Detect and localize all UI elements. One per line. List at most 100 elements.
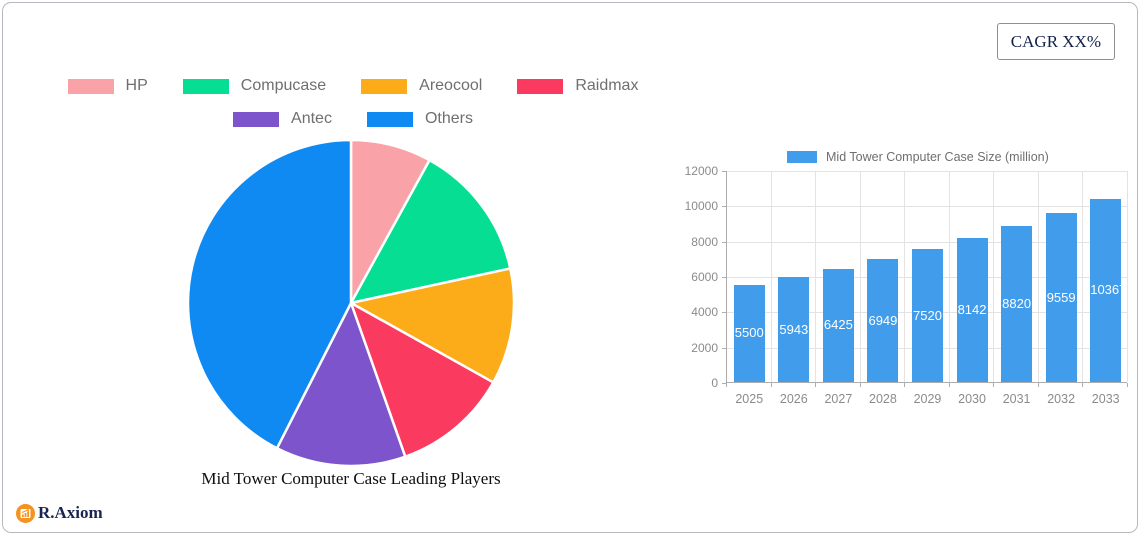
x-axis-label: 2027 — [824, 392, 853, 406]
pie-legend: HP Compucase Areocool Raidmax Antec Others — [33, 77, 673, 128]
bar-value-label: 7520 — [913, 307, 942, 323]
y-axis-label: 12000 — [684, 164, 718, 178]
legend-swatch — [67, 78, 114, 94]
bar-value-label: 8820 — [1002, 296, 1032, 312]
bar-2032[interactable]: 9559 — [1045, 213, 1077, 382]
pie-slice-others[interactable] — [186, 138, 353, 450]
legend-item-others[interactable]: Others — [366, 110, 473, 128]
bar-legend-item[interactable]: Mid Tower Computer Case Size (million) — [787, 150, 1049, 164]
legend-swatch — [517, 78, 564, 94]
x-axis-tick — [993, 383, 995, 387]
y-axis-label: 4000 — [691, 305, 718, 320]
y-axis-tick — [722, 277, 726, 278]
legend-swatch — [233, 111, 280, 127]
gridline-vertical — [1127, 171, 1128, 382]
x-axis-label: 2029 — [913, 392, 942, 406]
brand-logo-text: R.Axiom — [38, 503, 103, 522]
bar-2026[interactable]: 5943 — [778, 277, 810, 382]
x-axis-label: 2033 — [1091, 392, 1120, 406]
pie-chart-title: Mid Tower Computer Case Leading Players — [201, 469, 501, 488]
x-axis-label: 2032 — [1047, 392, 1076, 406]
pie-slice-compucase[interactable] — [349, 158, 512, 305]
bar-value-label: 5500 — [734, 325, 764, 341]
x-axis-tick — [726, 383, 727, 387]
legend-item-antec[interactable]: Antec — [233, 110, 332, 128]
gridline-horizontal — [727, 171, 1127, 172]
legend-label: HP — [125, 77, 148, 94]
gridline-vertical — [1082, 171, 1084, 382]
bar-value-label: 6425 — [823, 317, 853, 333]
bar-legend-swatch — [787, 151, 817, 163]
y-axis-label: 10000 — [684, 199, 718, 214]
pie-legend-row: Antec Others — [233, 110, 473, 128]
x-axis-label: 2028 — [869, 392, 897, 406]
bar-value-label: 6949 — [868, 312, 898, 328]
legend-item-areocool[interactable]: Areocool — [361, 77, 482, 95]
y-axis-tick — [722, 241, 726, 243]
gridline-vertical — [993, 171, 995, 382]
x-axis-tick — [948, 383, 950, 387]
y-axis-tick — [722, 383, 726, 384]
gridline-vertical — [1037, 171, 1039, 382]
x-axis-tick — [770, 383, 772, 387]
gridline-vertical — [815, 171, 817, 382]
gridline-horizontal — [727, 241, 1127, 243]
pie-legend-row: HP Compucase Areocool Raidmax — [67, 77, 638, 95]
x-axis-tick — [904, 383, 906, 387]
legend-swatch — [361, 78, 408, 94]
x-axis-tick — [1127, 383, 1128, 387]
bar-2033[interactable]: 10367 — [1090, 198, 1126, 382]
legend-label: Areocool — [419, 77, 483, 94]
pie-slice-raidmax[interactable] — [349, 301, 495, 458]
bar-2027[interactable]: 6425 — [822, 268, 854, 382]
y-axis-tick — [722, 347, 726, 349]
gridline-horizontal — [727, 206, 1127, 208]
bar-value-label: 5943 — [779, 321, 809, 337]
x-axis-label: 2025 — [735, 392, 764, 406]
legend-swatch — [366, 111, 413, 127]
cagr-badge: CAGR XX% — [996, 23, 1115, 60]
brand-logo[interactable]: R.Axiom — [16, 503, 103, 523]
bar-value-label: 9559 — [1046, 289, 1076, 305]
legend-item-raidmax[interactable]: Raidmax — [517, 77, 638, 95]
x-axis-label: 2026 — [779, 392, 808, 406]
y-axis-label: 0 — [711, 376, 718, 390]
y-axis-tick — [722, 312, 726, 314]
x-axis-label: 2030 — [958, 392, 986, 406]
pie-slice-areocool[interactable] — [349, 267, 516, 384]
x-axis-tick — [815, 383, 817, 387]
bar-legend-label: Mid Tower Computer Case Size (million) — [826, 150, 1049, 164]
y-axis-tick — [722, 171, 726, 172]
y-axis-label: 6000 — [691, 270, 718, 284]
y-axis-tick — [722, 206, 726, 208]
chart-logo-icon — [16, 503, 35, 523]
legend-swatch — [182, 78, 229, 94]
gridline-vertical — [904, 171, 906, 382]
x-axis-label: 2031 — [1002, 392, 1031, 406]
bar-2031[interactable]: 8820 — [1001, 226, 1033, 382]
x-axis-tick — [1037, 383, 1039, 387]
bar-2029[interactable]: 7520 — [912, 249, 943, 382]
legend-label: Others — [424, 110, 473, 127]
x-axis-tick — [1082, 383, 1084, 387]
pie-chart — [186, 138, 516, 468]
x-axis-tick — [859, 383, 861, 387]
legend-item-hp[interactable]: HP — [67, 77, 148, 95]
legend-item-compucase[interactable]: Compucase — [182, 77, 327, 95]
bar-2030[interactable]: 8142 — [956, 238, 988, 382]
pie-slice-antec[interactable] — [275, 301, 407, 468]
bar-chart: Mid Tower Computer Case Size (million) 0… — [663, 146, 1140, 426]
legend-label: Raidmax — [575, 77, 639, 94]
gridline-vertical — [948, 171, 950, 382]
bar-2028[interactable]: 6949 — [867, 259, 899, 382]
legend-label: Compucase — [240, 77, 327, 94]
bar-plot-area: 0 2000 4000 6000 8000 10000 12000 5500 2025 5943 2… — [685, 164, 1128, 406]
bar-value-label: 8142 — [957, 302, 987, 318]
gridline-vertical — [770, 171, 772, 382]
gridline-vertical — [859, 171, 861, 382]
y-axis-label: 8000 — [691, 234, 718, 249]
bar-2025[interactable]: 5500 — [733, 284, 765, 382]
legend-label: Antec — [291, 110, 332, 127]
y-axis-label: 2000 — [691, 340, 718, 355]
